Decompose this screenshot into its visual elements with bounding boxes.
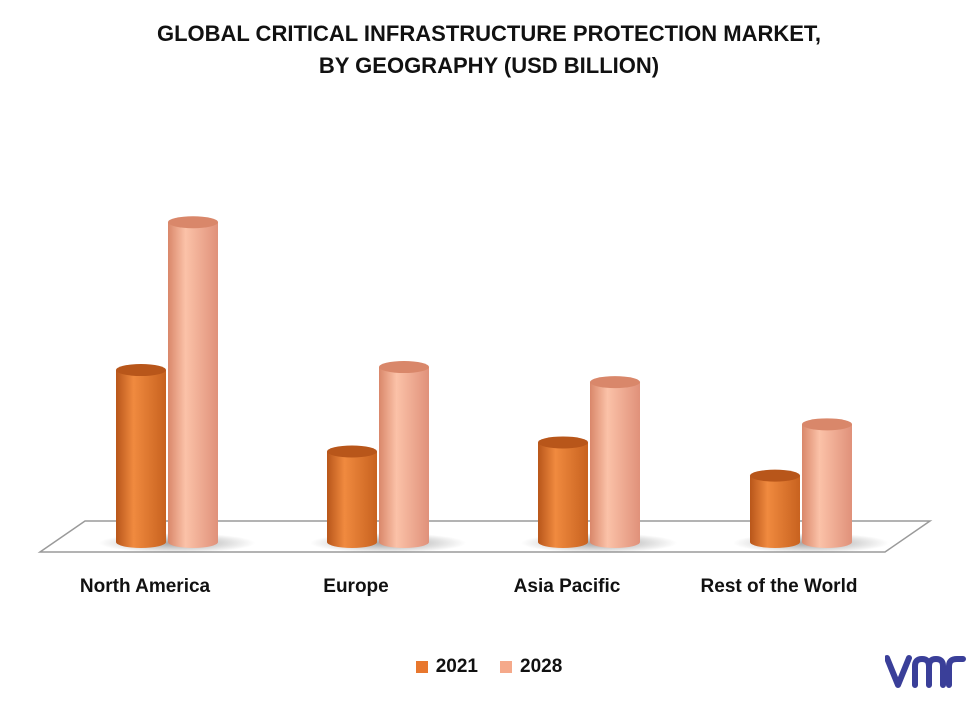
- bar-body-rest-of-the-world-2021: [750, 475, 800, 548]
- legend-swatch-2021: [415, 661, 428, 673]
- bar-top-rest-of-the-world-2028: [802, 418, 852, 431]
- legend-label-2028: 2028: [520, 656, 563, 677]
- bar-body-north-america-2028: [168, 222, 218, 548]
- bar-body-europe-2021: [327, 451, 377, 548]
- category-label-rest-of-the-world: Rest of the World: [701, 576, 858, 597]
- bar-europe-2021: [327, 445, 377, 548]
- chart-title: GLOBAL CRITICAL INFRASTRUCTURE PROTECTIO…: [0, 18, 978, 82]
- chart-floor: [37, 520, 933, 553]
- bar-top-europe-2028: [379, 361, 429, 374]
- bar-asia-pacific-2021: [538, 436, 588, 548]
- category-label-north-america: North America: [80, 576, 211, 597]
- category-labels: North America Europe Asia Pacific Rest of t…: [80, 576, 858, 597]
- chart-title-line-2: BY GEOGRAPHY (USD BILLION): [318, 53, 660, 78]
- bar-top-europe-2021: [327, 445, 377, 458]
- bar-rest-of-the-world-2021: [750, 469, 800, 548]
- bar-body-asia-pacific-2021: [538, 442, 588, 548]
- category-label-europe: Europe: [323, 576, 388, 597]
- bars: [116, 216, 852, 548]
- chart-title-line-1: GLOBAL CRITICAL INFRASTRUCTURE PROTECTIO…: [156, 21, 822, 46]
- bar-body-rest-of-the-world-2028: [802, 424, 852, 548]
- legend-swatch-2028: [500, 661, 512, 673]
- vmr-logo: [885, 655, 966, 688]
- bar-body-north-america-2021: [116, 370, 166, 548]
- bar-top-asia-pacific-2028: [590, 376, 640, 389]
- bar-body-europe-2028: [379, 367, 429, 548]
- legend-label-2021: 2021: [435, 656, 478, 677]
- bar-north-america-2028: [168, 216, 218, 548]
- category-label-asia-pacific: Asia Pacific: [514, 576, 621, 597]
- legend: 2021 2028: [0, 656, 978, 678]
- bar-top-north-america-2021: [116, 364, 166, 377]
- legend-item-2028: 2028: [500, 656, 562, 678]
- legend-item-2021: 2021: [415, 656, 478, 678]
- bar-top-asia-pacific-2021: [538, 436, 588, 449]
- bar-top-rest-of-the-world-2021: [750, 469, 800, 482]
- bar-asia-pacific-2028: [590, 376, 640, 548]
- bar-body-asia-pacific-2028: [590, 382, 640, 548]
- bar-rest-of-the-world-2028: [802, 418, 852, 548]
- bar-top-north-america-2028: [168, 216, 218, 229]
- bar-europe-2028: [379, 361, 429, 548]
- bar-north-america-2021: [116, 364, 166, 548]
